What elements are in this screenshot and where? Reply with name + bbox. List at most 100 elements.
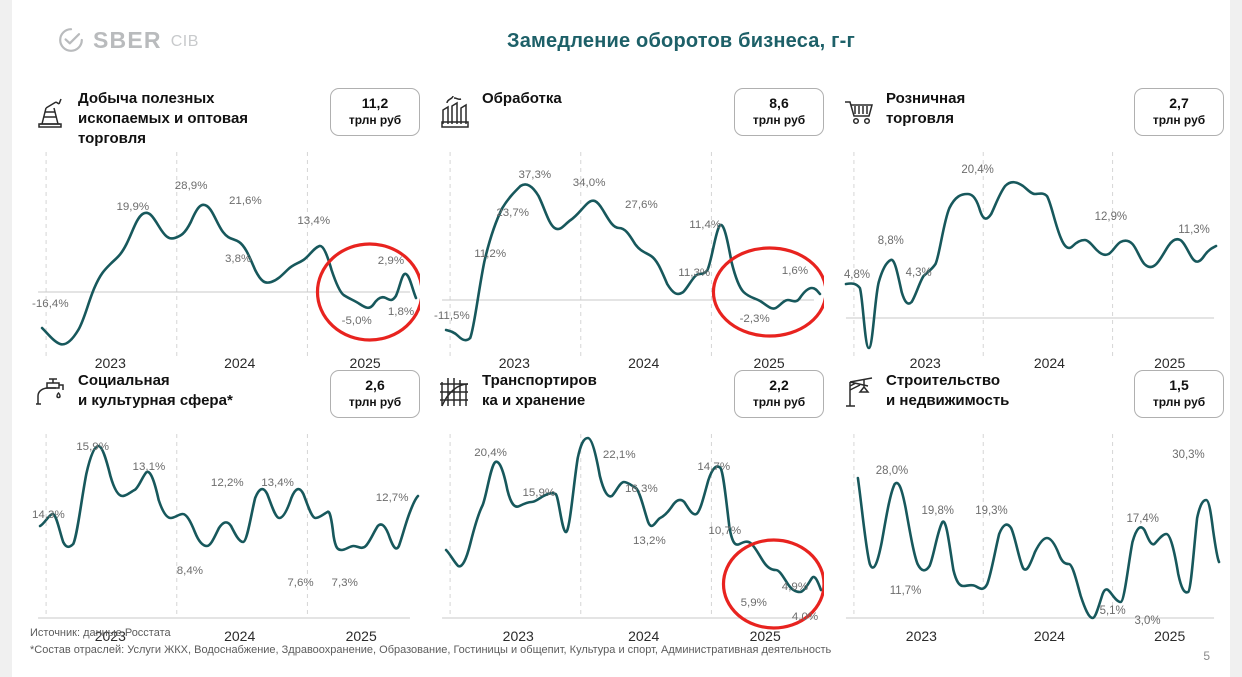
axis-tick-2023: 2023 xyxy=(502,628,534,644)
axis-tick-2025: 2025 xyxy=(749,628,781,644)
data-label: 11,7% xyxy=(890,585,922,597)
data-label: 34,0% xyxy=(573,177,606,189)
x-axis-years: 2023 2024 2025 xyxy=(836,355,1224,377)
chart-plot: 14,3% 15,9% 13,1% 8,4% 12,2% 13,4% 7,6% … xyxy=(28,434,420,630)
data-label: 11,3% xyxy=(678,267,710,279)
page-title: Замедление оборотов бизнеса, г-г xyxy=(506,30,856,52)
kpi-badge: 1,5 трлн руб xyxy=(1134,370,1224,418)
data-label: 12,9% xyxy=(1095,211,1127,223)
data-label: 1,6% xyxy=(782,265,808,277)
kpi-badge: 2,6 трлн руб xyxy=(330,370,420,418)
panel-retail: Розничная торговля 2,7 трлн руб 4,8% 8,8… xyxy=(830,88,1230,371)
chart-plot: 4,8% 8,8% 4,3% 20,4% 12,9% 11,3% xyxy=(836,152,1224,357)
kpi-badge: 8,6 трлн руб xyxy=(734,88,824,136)
shopping-cart-icon xyxy=(845,101,873,125)
page-number: 5 xyxy=(1203,649,1210,663)
kpi-value: 11,2 xyxy=(361,95,389,111)
data-label: 15,9% xyxy=(522,487,555,499)
x-axis-years: 2023 2024 2025 xyxy=(28,355,420,377)
data-label: 21,6% xyxy=(229,195,262,207)
data-label: 3,8% xyxy=(225,253,251,265)
data-label: 16,3% xyxy=(625,483,658,495)
highlight-circle xyxy=(721,538,824,630)
oil-pump-icon xyxy=(38,98,62,128)
data-label: 19,9% xyxy=(116,201,149,213)
data-label: 4,9% xyxy=(782,581,808,593)
data-label: 13,4% xyxy=(297,215,330,227)
axis-tick-2024: 2024 xyxy=(1033,628,1065,644)
kpi-unit: трлн руб xyxy=(348,112,402,127)
axis-tick-2025: 2025 xyxy=(753,355,785,371)
x-axis-years: 2023 2024 2025 xyxy=(28,628,420,650)
panel-header: Обработка 8,6 трлн руб xyxy=(432,88,824,150)
panel-title: Розничная торговля xyxy=(886,90,966,127)
panel-manufacturing: Обработка 8,6 трлн руб -11,5% 11,2% xyxy=(426,88,830,371)
panel-header: Строительство и недвижимость 1,5 трлн ру… xyxy=(836,370,1224,432)
kpi-unit: трлн руб xyxy=(348,394,402,409)
data-label: -16,4% xyxy=(32,298,69,310)
data-label: 1,8% xyxy=(388,306,414,318)
data-label: -11,5% xyxy=(434,310,470,322)
data-label: 14,3% xyxy=(32,509,65,521)
kpi-badge: 11,2 трлн руб xyxy=(330,88,420,136)
data-label: -2,3% xyxy=(740,313,770,325)
data-label: 20,4% xyxy=(961,164,993,176)
factory-icon xyxy=(441,95,469,128)
axis-tick-2023: 2023 xyxy=(94,628,126,644)
data-label: 11,2% xyxy=(474,248,506,260)
charts-grid: Добыча полезных ископаемых и оптовая тор… xyxy=(22,88,1230,644)
data-label: 15,9% xyxy=(76,441,109,453)
axis-tick-2023: 2023 xyxy=(905,628,937,644)
left-edge-strip xyxy=(0,0,12,677)
kpi-value: 2,2 xyxy=(769,377,789,393)
data-label: 8,8% xyxy=(878,235,904,247)
data-label: 7,6% xyxy=(287,577,313,589)
data-label: 5,9% xyxy=(741,597,767,609)
panel-transport-storage: Транспортиров ка и хранение 2,2 трлн руб… xyxy=(426,370,830,644)
kpi-badge: 2,2 трлн руб xyxy=(734,370,824,418)
axis-tick-2023: 2023 xyxy=(909,355,941,371)
kpi-badge: 2,7 трлн руб xyxy=(1134,88,1224,136)
line-chart-svg: -11,5% 11,2% 23,7% 37,3% 34,0% 27,6% 11,… xyxy=(434,152,824,357)
data-label: 7,3% xyxy=(332,577,358,589)
kpi-value: 2,7 xyxy=(1169,95,1189,111)
data-label: 12,7% xyxy=(376,492,409,504)
sber-check-circle-icon xyxy=(59,28,83,52)
panel-title: Строительство и недвижимость xyxy=(886,372,1010,409)
data-label: 30,3% xyxy=(1172,449,1204,461)
x-axis-years: 2023 2024 2025 xyxy=(836,628,1224,650)
construction-crane-icon xyxy=(846,377,873,407)
axis-tick-2023: 2023 xyxy=(94,355,126,371)
data-label: -5,0% xyxy=(342,315,372,327)
railway-bridge-icon xyxy=(440,378,469,407)
kpi-value: 8,6 xyxy=(769,95,789,111)
water-tap-icon xyxy=(36,378,64,405)
chart-plot: 20,4% 15,9% 22,1% 16,3% 13,2% 14,7% 10,7… xyxy=(432,434,824,630)
kpi-unit: трлн руб xyxy=(1152,394,1206,409)
data-label: 13,1% xyxy=(133,461,166,473)
x-axis-years: 2023 2024 2025 xyxy=(432,628,824,650)
highlight-circle xyxy=(711,246,824,338)
chart-plot: -16,4% 19,9% 28,9% 21,6% 3,8% 13,4% -5,0… xyxy=(28,152,420,357)
x-axis-years: 2023 2024 2025 xyxy=(432,355,824,377)
axis-tick-2025: 2025 xyxy=(349,355,381,371)
data-label: 13,2% xyxy=(633,535,666,547)
footer: Источник: данные Росстата *Состав отрасл… xyxy=(30,625,1170,659)
data-label: 37,3% xyxy=(518,169,551,181)
data-label: 3,0% xyxy=(1134,615,1160,627)
kpi-unit: трлн руб xyxy=(1152,112,1206,127)
brand-name: SBER xyxy=(93,26,162,53)
data-label: 14,7% xyxy=(697,461,730,473)
data-label: 23,7% xyxy=(496,207,529,219)
data-label: 28,0% xyxy=(876,465,908,477)
data-label: 12,2% xyxy=(211,477,244,489)
chart-plot: -11,5% 11,2% 23,7% 37,3% 34,0% 27,6% 11,… xyxy=(432,152,824,357)
data-label: 13,4% xyxy=(261,477,294,489)
brand-sub: CIB xyxy=(170,33,199,50)
panel-title: Обработка xyxy=(482,90,562,107)
kpi-unit: трлн руб xyxy=(752,394,806,409)
axis-tick-2024: 2024 xyxy=(628,628,660,644)
kpi-value: 1,5 xyxy=(1169,377,1189,393)
panel-header: Транспортиров ка и хранение 2,2 трлн руб xyxy=(432,370,824,432)
